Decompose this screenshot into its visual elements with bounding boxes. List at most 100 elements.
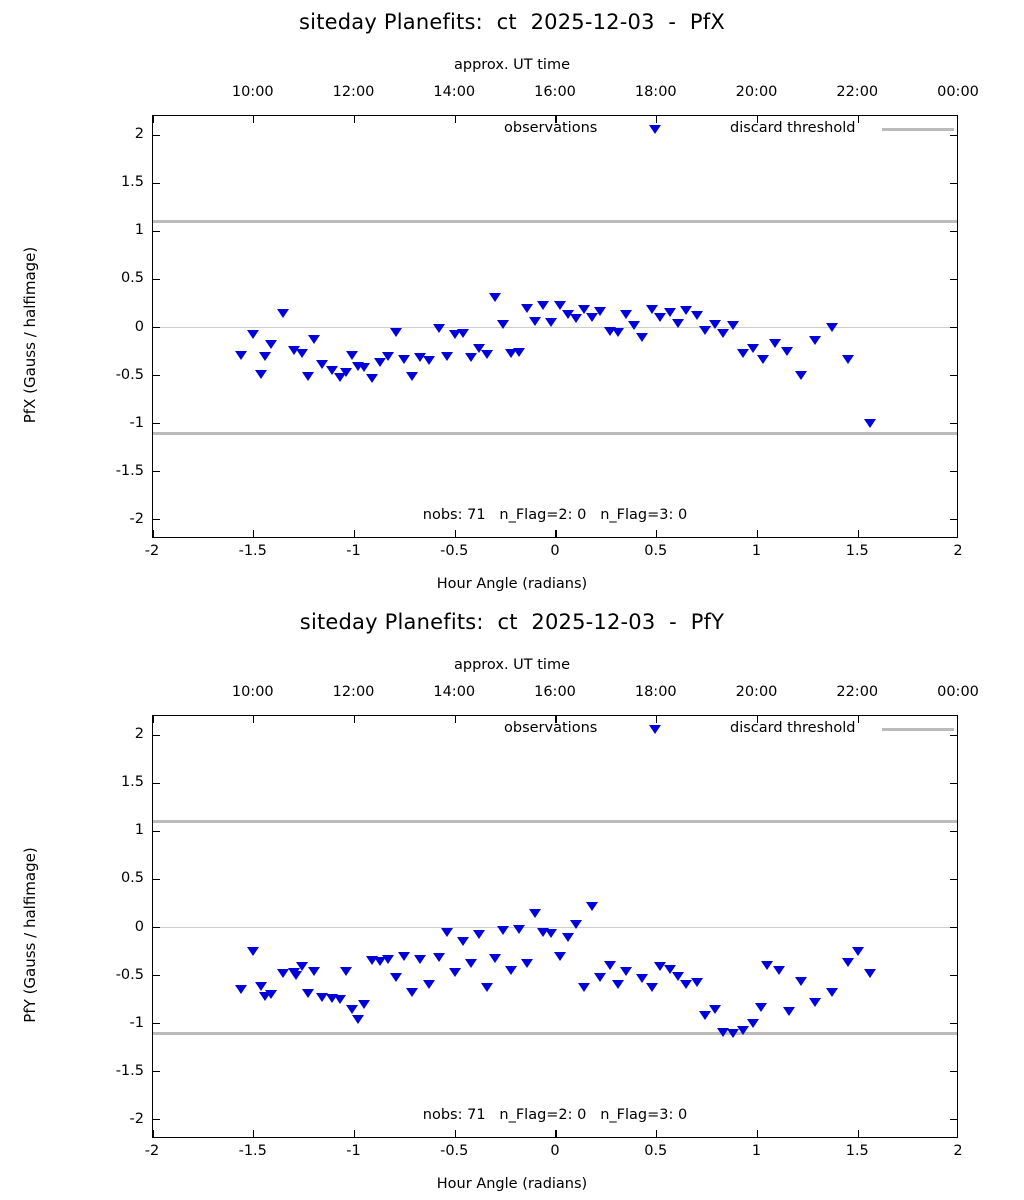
data-point-marker	[513, 347, 526, 357]
data-point-marker	[708, 319, 721, 329]
x-axis-tick-label: -2	[144, 1143, 160, 1159]
data-point-marker	[755, 1002, 768, 1012]
top-axis-tick	[153, 716, 154, 723]
data-point-marker	[708, 1005, 721, 1015]
data-point-marker	[464, 352, 477, 362]
y-axis-tick-label: 0.5	[120, 270, 144, 287]
data-point-marker	[489, 953, 502, 963]
y-axis-tick-right	[950, 326, 957, 329]
ut-axis-tick-label: 14:00	[433, 684, 476, 700]
data-point-marker	[295, 348, 308, 358]
ut-axis-tick-label: 16:00	[534, 684, 576, 700]
data-point-marker	[809, 997, 822, 1007]
x-axis-tick	[153, 1130, 154, 1137]
y-axis-tick-label: -1.5	[115, 1062, 144, 1079]
y-axis-tick-label: 2	[134, 726, 144, 743]
data-point-marker	[726, 320, 739, 330]
data-point-marker	[480, 349, 493, 359]
data-point-marker	[672, 318, 685, 328]
x-axis-tick	[153, 530, 154, 537]
data-point-marker	[795, 370, 808, 380]
data-point-marker	[259, 351, 272, 361]
panel-pfy-title: siteday Planefits: ct 2025-12-03 - PfY	[299, 610, 725, 634]
data-point-marker	[636, 973, 649, 983]
y-axis-tick	[153, 519, 160, 521]
data-point-marker	[374, 358, 387, 368]
data-point-marker	[289, 970, 302, 980]
data-point-marker	[440, 351, 453, 361]
data-point-marker	[736, 348, 749, 358]
ut-axis-tick-label: 12:00	[332, 84, 375, 100]
data-point-marker	[716, 328, 729, 338]
data-point-marker	[339, 967, 352, 977]
data-point-marker	[851, 946, 864, 956]
ut-axis-tick-label: 12:00	[332, 684, 375, 700]
x-axis-tick	[253, 530, 255, 537]
x-axis-tick-label: 0.5	[644, 543, 668, 559]
data-point-marker	[382, 955, 395, 965]
x-axis-tick-label: 1.5	[845, 1143, 869, 1159]
y-axis-tick-label: -0.5	[115, 366, 144, 383]
discard-threshold-line	[153, 220, 957, 224]
y-axis-tick-right	[950, 734, 957, 736]
data-point-marker	[352, 1015, 365, 1025]
data-point-marker	[295, 962, 308, 972]
top-axis-tick	[656, 716, 658, 723]
data-point-marker	[825, 988, 838, 998]
y-axis-tick-label: 1.5	[120, 174, 144, 191]
x-axis-tick-label: -1	[346, 1143, 361, 1159]
panel-pfy-plot-area	[153, 716, 957, 1137]
x-axis-tick-label: 1	[751, 1143, 762, 1159]
data-point-marker	[545, 317, 558, 327]
top-axis-tick	[253, 116, 255, 123]
data-point-marker	[841, 355, 854, 365]
y-axis-tick	[153, 1071, 160, 1073]
data-point-marker	[414, 352, 427, 362]
data-point-marker	[497, 319, 510, 329]
data-point-marker	[726, 1028, 739, 1038]
data-point-marker	[472, 930, 485, 940]
data-point-marker	[553, 951, 566, 961]
top-axis-tick	[756, 116, 759, 123]
data-point-marker	[432, 952, 445, 962]
data-point-marker	[585, 901, 598, 911]
y-axis-tick-label: 0.5	[120, 870, 144, 887]
data-point-marker	[863, 418, 876, 428]
data-point-marker	[345, 1004, 358, 1014]
y-axis-tick-right	[950, 926, 957, 929]
data-point-marker	[277, 309, 290, 319]
ut-axis-tick-label: 18:00	[634, 684, 677, 700]
discard-threshold-line	[153, 820, 957, 824]
data-point-marker	[480, 983, 493, 993]
ut-axis-tick-label: 00:00	[937, 84, 979, 100]
data-point-marker	[464, 959, 477, 969]
y-axis-tick-right	[950, 422, 957, 425]
data-point-marker	[757, 355, 770, 365]
data-point-marker	[366, 956, 379, 966]
data-point-marker	[680, 979, 693, 989]
top-axis-tick	[353, 116, 356, 123]
horizontal-line-icon	[882, 128, 954, 131]
data-point-marker	[603, 961, 616, 971]
data-point-marker	[664, 308, 677, 318]
data-point-marker	[761, 961, 774, 971]
data-point-marker	[315, 360, 328, 370]
top-axis-tick	[454, 716, 456, 723]
panel-pfx-legend: observations discard threshold	[152, 118, 958, 144]
data-point-marker	[611, 327, 624, 337]
x-axis-tick-label: -1.5	[238, 1143, 267, 1159]
data-point-marker	[265, 990, 278, 1000]
data-point-marker	[603, 326, 616, 336]
discard-threshold-line	[153, 1031, 957, 1035]
ut-axis-tick-label: 18:00	[634, 84, 677, 100]
y-axis-tick-right	[950, 471, 957, 473]
data-point-marker	[569, 919, 582, 929]
data-point-marker	[529, 317, 542, 327]
legend-observations-label: observations	[504, 720, 598, 736]
y-axis-tick-right	[950, 1071, 957, 1073]
data-point-marker	[307, 967, 320, 977]
data-point-marker	[339, 367, 352, 377]
data-point-marker	[654, 313, 667, 323]
data-point-marker	[489, 292, 502, 302]
y-axis-tick-right	[950, 1119, 957, 1121]
